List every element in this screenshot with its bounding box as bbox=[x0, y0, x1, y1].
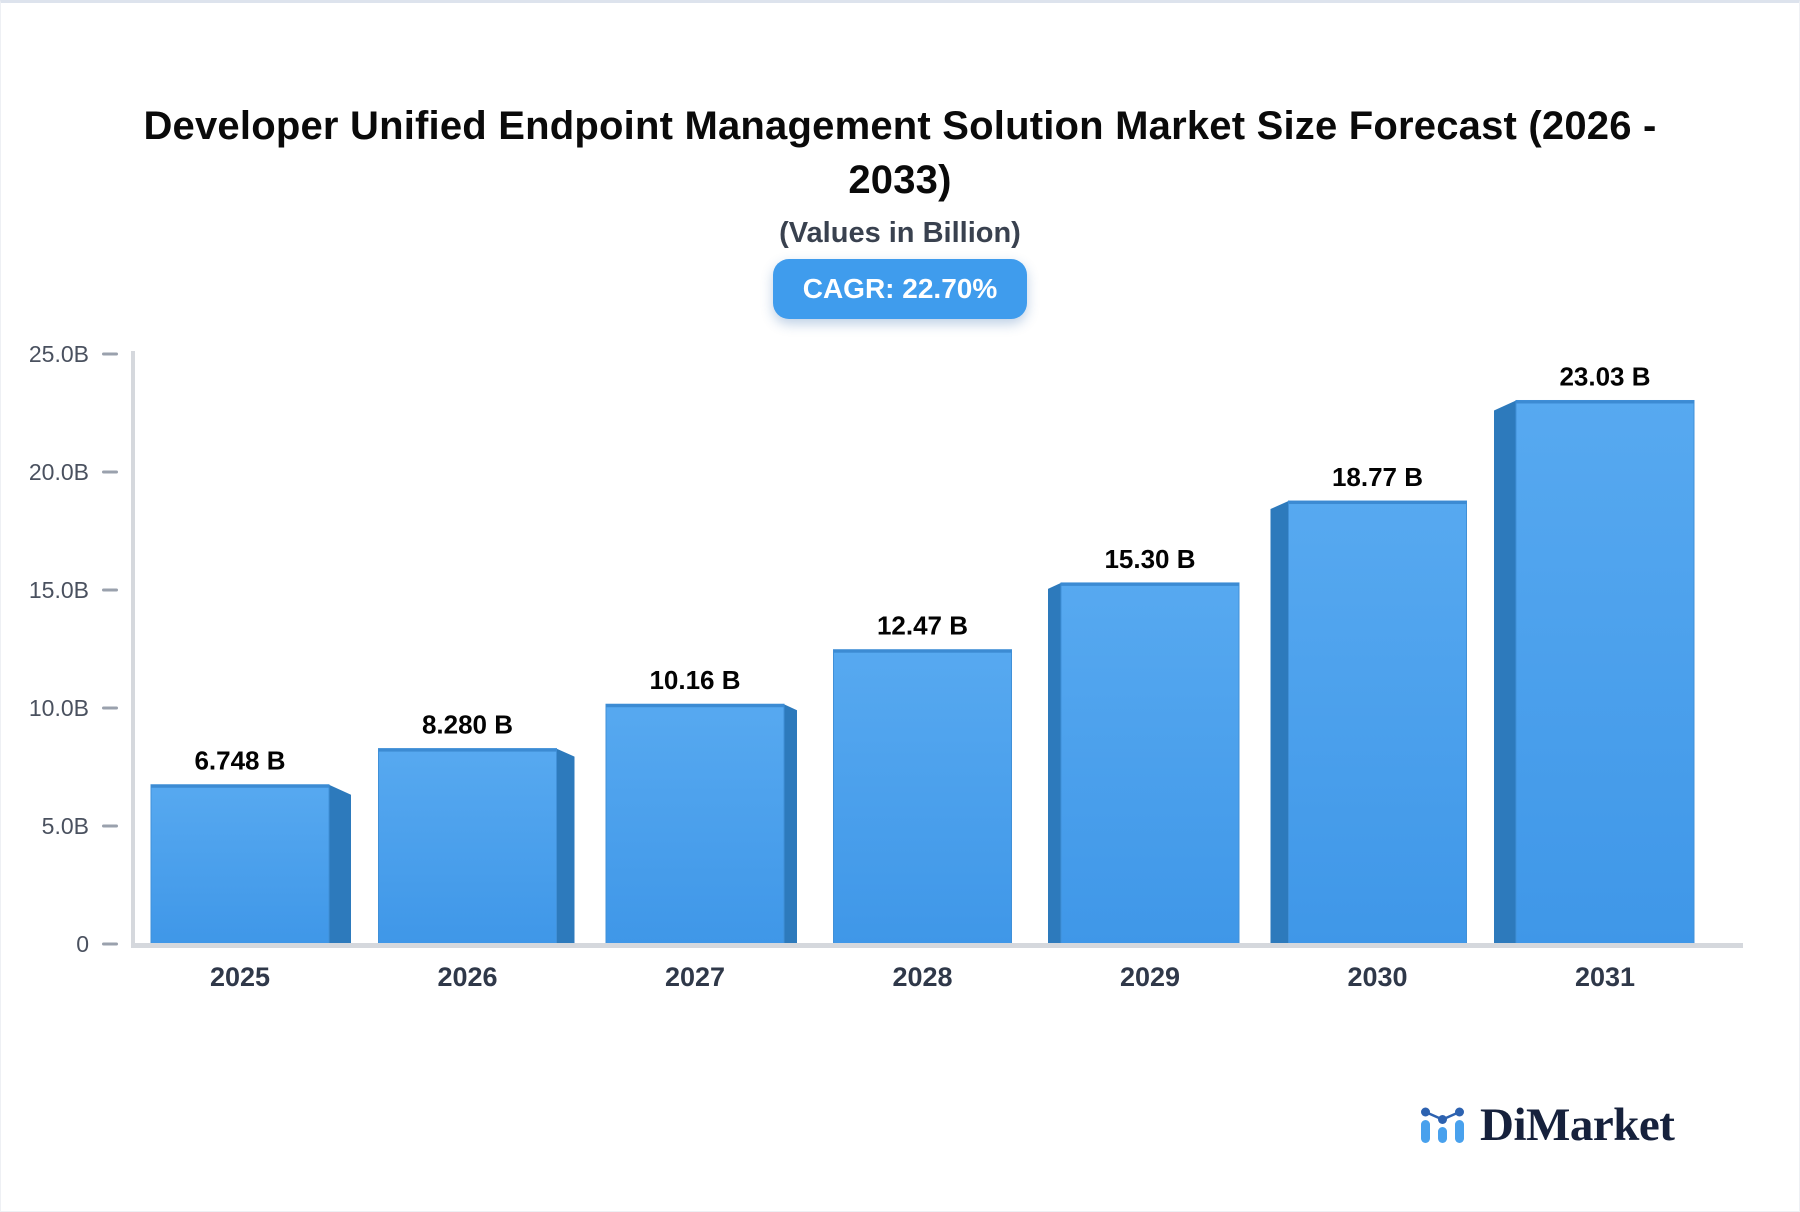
bar-3d-side bbox=[329, 784, 351, 944]
y-axis-tick-label: 20.0B bbox=[29, 459, 89, 485]
chart-header: Developer Unified Endpoint Management So… bbox=[1, 99, 1799, 319]
bar-2026[interactable]: 8.280 B 2026 bbox=[378, 710, 575, 992]
bar-top-edge bbox=[1288, 501, 1467, 505]
bar-face bbox=[605, 703, 785, 945]
bar-chart: 0 5.0B 10.0B 15.0B 20.0B 25.0B 6.748 B 2025 8.28… bbox=[29, 341, 1743, 992]
bar-value-label: 10.16 B bbox=[649, 665, 740, 695]
y-axis-tick-label: 15.0B bbox=[29, 577, 89, 603]
bar-3d-side bbox=[784, 704, 797, 944]
bar-2025[interactable]: 6.748 B 2025 bbox=[150, 746, 351, 992]
bar-2028[interactable]: 12.47 B 2028 bbox=[833, 611, 1012, 992]
logo-text: DiMarket bbox=[1480, 1099, 1675, 1151]
bar-face bbox=[1515, 399, 1695, 945]
bar-face bbox=[833, 649, 1012, 945]
bar-face bbox=[150, 784, 330, 945]
x-axis-label: 2027 bbox=[665, 962, 725, 992]
bar-top-edge bbox=[378, 748, 557, 752]
logo-dot bbox=[1455, 1107, 1464, 1117]
bar-value-label: 18.77 B bbox=[1332, 462, 1423, 492]
bar-face bbox=[378, 748, 557, 945]
logo-bar bbox=[1438, 1127, 1447, 1143]
bar-2031[interactable]: 23.03 B 2031 bbox=[1494, 361, 1695, 992]
logo-dot bbox=[1438, 1115, 1447, 1124]
y-axis-tick bbox=[102, 588, 118, 592]
x-axis-label: 2028 bbox=[892, 962, 952, 992]
dimarket-logo: DiMarket bbox=[1419, 1099, 1675, 1151]
y-axis-tick-label: 0 bbox=[76, 931, 89, 957]
cagr-badge: CAGR: 22.70% bbox=[772, 259, 1028, 319]
x-axis-line bbox=[131, 943, 1743, 948]
bar-value-label: 15.30 B bbox=[1104, 544, 1195, 574]
y-axis-tick bbox=[102, 470, 118, 474]
bar-3d-side bbox=[556, 748, 575, 944]
y-axis-tick-label: 25.0B bbox=[29, 341, 89, 367]
x-axis-label: 2030 bbox=[1347, 962, 1407, 992]
bar-face bbox=[1288, 500, 1467, 945]
y-axis-tick bbox=[102, 942, 118, 946]
x-axis-label: 2029 bbox=[1120, 962, 1180, 992]
bar-2030[interactable]: 18.77 B 2030 bbox=[1270, 462, 1467, 992]
chart-title-line1: Developer Unified Endpoint Management So… bbox=[143, 104, 1657, 148]
y-axis-tick bbox=[102, 706, 118, 710]
x-axis-label: 2026 bbox=[437, 962, 497, 992]
chart-title-line2: 2033) bbox=[848, 158, 952, 202]
y-axis-tick-label: 10.0B bbox=[29, 695, 89, 721]
bar-2027[interactable]: 10.16 B 2027 bbox=[605, 665, 797, 992]
chart-title: Developer Unified Endpoint Management So… bbox=[1, 99, 1799, 207]
bar-3d-side bbox=[1048, 582, 1061, 944]
bar-top-edge bbox=[151, 784, 329, 788]
bar-value-label: 23.03 B bbox=[1559, 361, 1650, 391]
y-axis-line bbox=[131, 351, 135, 948]
y-axis-tick-label: 5.0B bbox=[42, 813, 89, 839]
y-axis-tick bbox=[102, 824, 118, 828]
bar-2029[interactable]: 15.30 B 2029 bbox=[1048, 544, 1240, 992]
bar-face bbox=[1060, 582, 1240, 945]
bar-3d-side bbox=[1270, 501, 1289, 944]
bar-top-edge bbox=[1516, 400, 1694, 404]
logo-bar bbox=[1455, 1120, 1464, 1143]
bar-value-label: 6.748 B bbox=[194, 746, 285, 776]
logo-bar bbox=[1421, 1120, 1430, 1143]
bar-3d-side bbox=[1494, 400, 1516, 944]
x-axis-label: 2025 bbox=[210, 962, 270, 992]
bar-top-edge bbox=[1061, 582, 1239, 586]
bar-top-edge bbox=[606, 704, 784, 708]
bar-top-edge bbox=[833, 649, 1012, 653]
chart-subtitle: (Values in Billion) bbox=[779, 217, 1021, 249]
x-axis-label: 2031 bbox=[1575, 962, 1635, 992]
bar-chart-with-trendline-icon bbox=[1421, 1107, 1464, 1143]
bar-value-label: 12.47 B bbox=[877, 611, 968, 641]
bar-value-label: 8.280 B bbox=[422, 710, 513, 740]
logo-dot bbox=[1421, 1107, 1430, 1117]
y-axis-tick bbox=[102, 352, 118, 356]
